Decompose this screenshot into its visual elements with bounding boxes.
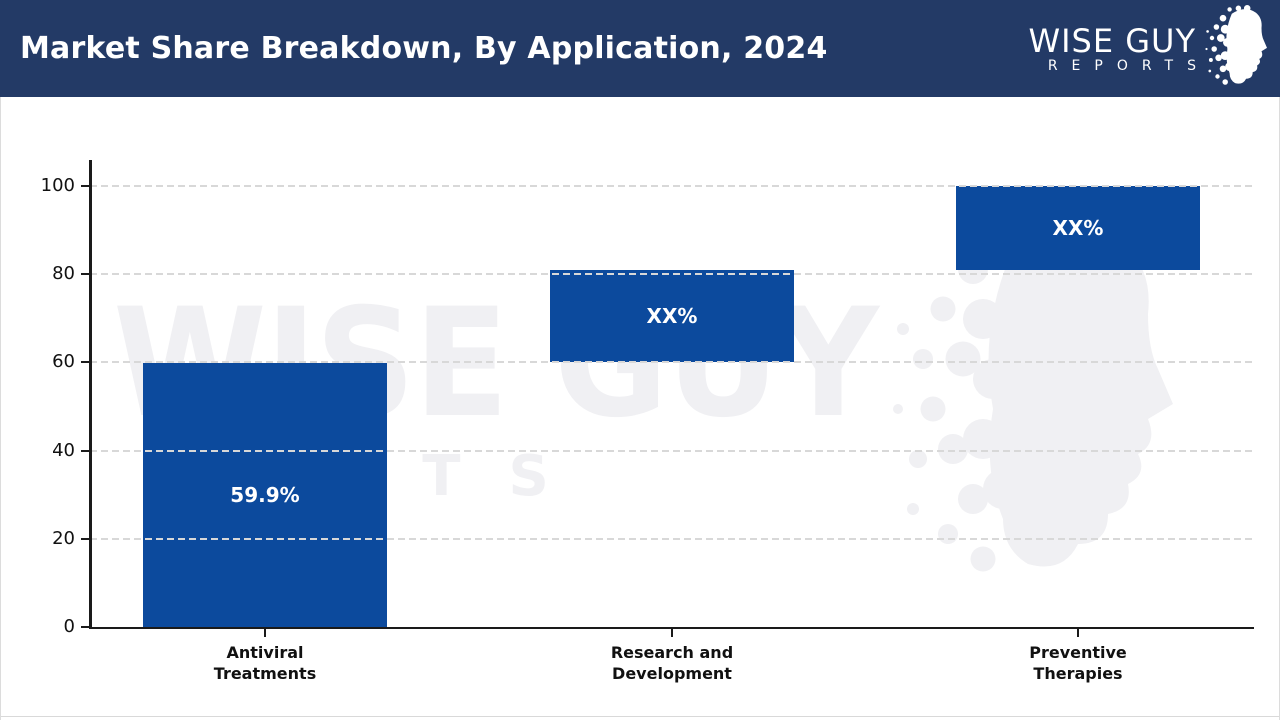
ytick-label-100: 100 — [40, 175, 75, 196]
ytick-label-0: 0 — [63, 616, 75, 637]
xtick-mark-1 — [264, 629, 266, 637]
bar-1 — [143, 362, 387, 627]
xtick-label-line: Therapies — [1033, 664, 1123, 683]
header: Market Share Breakdown, By Application, … — [0, 0, 1280, 97]
xtick-label-line: Preventive — [1029, 643, 1127, 662]
xtick-label-line: Development — [612, 664, 732, 683]
bar-label-2: XX% — [646, 304, 698, 329]
bottom-divider — [1, 716, 1279, 717]
wise-guy-head-icon — [1205, 4, 1267, 85]
gridline-60 — [90, 361, 1254, 364]
xtick-mark-3 — [1077, 629, 1079, 637]
ytick-label-80: 80 — [52, 263, 75, 285]
x-axis-spine — [89, 626, 1254, 629]
ytick-mark-20 — [81, 537, 89, 540]
xtick-label-3: Preventive Therapies — [928, 642, 1228, 684]
plot-area: 59.9% XX% XX% 0 20 40 60 80 100 Antiviral Treatmen… — [1, 97, 1279, 720]
gridline-40 — [90, 449, 1254, 452]
ytick-mark-100 — [81, 185, 89, 187]
bar-label-3: XX% — [1052, 215, 1104, 240]
brand-text: WISE GUY REPORTS — [1028, 24, 1196, 74]
ytick-mark-0 — [81, 626, 89, 628]
bar-2 — [550, 269, 794, 363]
ytick-mark-60 — [81, 361, 89, 364]
page-title: Market Share Breakdown, By Application, … — [20, 31, 828, 66]
xtick-label-line: Research and — [610, 643, 734, 662]
ytick-mark-40 — [81, 449, 89, 452]
brand-logo: WISE GUY REPORTS — [1028, 4, 1280, 93]
brand-name: WISE GUY — [1028, 21, 1196, 60]
gridline-100 — [90, 185, 1254, 187]
brand-sub: REPORTS — [1047, 57, 1210, 74]
xtick-label-2: Research and Development — [522, 642, 822, 684]
bar-label-1: 59.9% — [230, 482, 300, 507]
gridline-20 — [90, 537, 1254, 540]
y-axis-spine — [89, 160, 92, 629]
xtick-mark-2 — [671, 629, 673, 637]
ytick-label-20: 20 — [52, 527, 75, 549]
xtick-label-line: Antiviral — [226, 643, 304, 662]
xtick-label-line: Treatments — [213, 664, 317, 683]
chart-area: WISE GUY PORTS 59.9%XX%XX%020406080100An… — [0, 97, 1280, 720]
ytick-mark-80 — [81, 273, 89, 276]
xtick-label-1: Antiviral Treatments — [115, 642, 415, 684]
ytick-label-60: 60 — [52, 351, 75, 373]
gridline-80 — [90, 273, 1254, 276]
ytick-label-40: 40 — [52, 439, 75, 461]
